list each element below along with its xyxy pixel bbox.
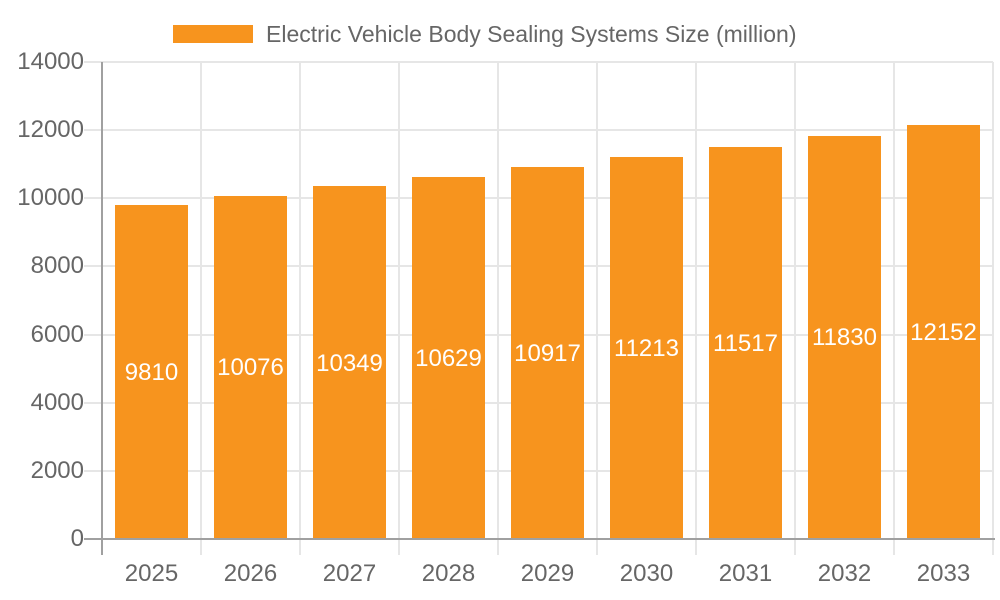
bar-value-label: 11517: [713, 329, 778, 357]
x-tick-label: 2032: [817, 560, 872, 587]
bar[interactable]: [808, 135, 881, 539]
y-tick-label: 10000: [17, 184, 84, 212]
y-gridline: [84, 61, 993, 63]
y-tick-label: 8000: [30, 252, 84, 280]
x-tick-label: 2031: [718, 560, 773, 587]
bar[interactable]: [511, 167, 584, 539]
y-tick-label: 0: [70, 525, 84, 552]
bar-value-label: 11213: [614, 334, 679, 362]
category-boundary-line: [992, 62, 994, 555]
category-boundary-line: [200, 62, 202, 555]
bar-value-label: 10629: [415, 344, 482, 372]
x-axis-line: [84, 538, 995, 540]
x-tick-label: 2030: [619, 560, 674, 587]
bar-value-label: 9810: [124, 358, 179, 386]
x-tick-label: 2025: [124, 560, 179, 587]
bar[interactable]: [412, 176, 485, 539]
y-axis-line: [101, 62, 103, 555]
y-gridline: [84, 129, 993, 132]
bar[interactable]: [115, 204, 188, 539]
bar[interactable]: [709, 146, 782, 539]
bar[interactable]: [313, 186, 386, 539]
category-boundary-line: [299, 62, 301, 555]
x-tick-label: 2026: [223, 560, 278, 587]
bar[interactable]: [907, 124, 980, 539]
category-boundary-line: [497, 62, 499, 555]
y-tick-label: 2000: [30, 456, 84, 484]
y-tick-label: 6000: [30, 320, 84, 348]
category-boundary-line: [893, 62, 895, 555]
bar-value-label: 11830: [812, 324, 877, 352]
y-tick-label: 4000: [30, 388, 84, 416]
bar-value-label: 10076: [217, 354, 284, 382]
y-tick-label: 12000: [17, 116, 84, 144]
bar[interactable]: [214, 195, 287, 539]
bar-value-label: 10917: [514, 340, 581, 368]
category-boundary-line: [398, 62, 400, 555]
bar-value-label: 12152: [910, 318, 977, 346]
legend-label: Electric Vehicle Body Sealing Systems Si…: [266, 20, 797, 47]
bar[interactable]: [610, 156, 683, 539]
x-tick-label: 2029: [520, 560, 575, 587]
x-tick-label: 2027: [322, 560, 377, 587]
bar-value-label: 10349: [316, 349, 383, 377]
category-boundary-line: [596, 62, 598, 555]
legend: Electric Vehicle Body Sealing Systems Si…: [173, 16, 796, 52]
category-boundary-line: [794, 62, 796, 555]
x-tick-label: 2028: [421, 560, 476, 587]
x-tick-label: 2033: [916, 560, 971, 587]
legend-swatch-icon: [173, 25, 253, 43]
category-boundary-line: [695, 62, 697, 555]
y-tick-label: 14000: [17, 48, 84, 75]
